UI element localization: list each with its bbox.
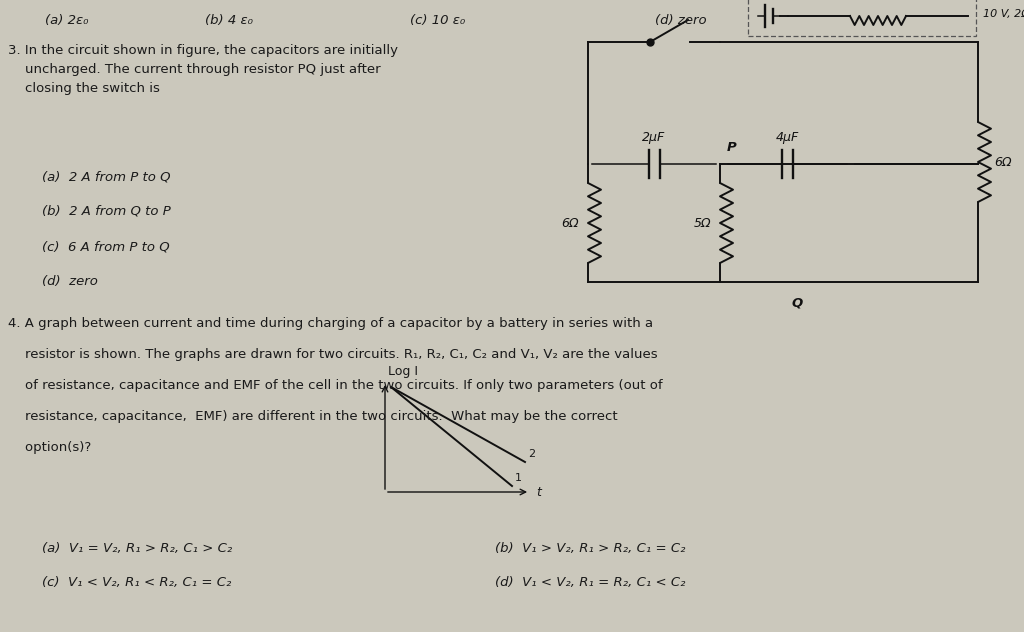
Text: P: P xyxy=(727,141,736,154)
Text: of resistance, capacitance and EMF of the cell in the two circuits. If only two : of resistance, capacitance and EMF of th… xyxy=(8,379,663,392)
Text: Log I: Log I xyxy=(388,365,418,378)
Text: resistance, capacitance,  EMF) are different in the two circuits.  What may be t: resistance, capacitance, EMF) are differ… xyxy=(8,410,617,423)
Text: (d)  V₁ < V₂, R₁ = R₂, C₁ < C₂: (d) V₁ < V₂, R₁ = R₂, C₁ < C₂ xyxy=(495,576,685,589)
Text: Q: Q xyxy=(792,296,803,309)
Text: (a)  2 A from P to Q: (a) 2 A from P to Q xyxy=(42,170,171,183)
Text: 4µF: 4µF xyxy=(776,131,799,144)
Bar xyxy=(748,0,976,36)
Text: (a)  V₁ = V₂, R₁ > R₂, C₁ > C₂: (a) V₁ = V₂, R₁ > R₂, C₁ > C₂ xyxy=(42,542,232,555)
Text: (d) zero: (d) zero xyxy=(655,14,707,27)
Text: (c) 10 ε₀: (c) 10 ε₀ xyxy=(410,14,465,27)
Text: 2µF: 2µF xyxy=(642,131,666,144)
Text: 6Ω: 6Ω xyxy=(561,217,579,229)
Text: 3. In the circuit shown in figure, the capacitors are initially
    uncharged. T: 3. In the circuit shown in figure, the c… xyxy=(8,44,398,95)
Text: 4. A graph between current and time during charging of a capacitor by a battery : 4. A graph between current and time duri… xyxy=(8,317,653,330)
Text: 5Ω: 5Ω xyxy=(693,217,711,229)
Text: (b) 4 ε₀: (b) 4 ε₀ xyxy=(205,14,253,27)
Text: 2: 2 xyxy=(528,449,536,459)
Text: (c)  6 A from P to Q: (c) 6 A from P to Q xyxy=(42,240,170,253)
Text: (b)  V₁ > V₂, R₁ > R₂, C₁ = C₂: (b) V₁ > V₂, R₁ > R₂, C₁ = C₂ xyxy=(495,542,685,555)
Text: 1: 1 xyxy=(515,473,522,483)
Text: 10 V, 2Ω: 10 V, 2Ω xyxy=(983,9,1024,19)
Text: 6Ω: 6Ω xyxy=(994,155,1012,169)
Text: (a) 2ε₀: (a) 2ε₀ xyxy=(45,14,88,27)
Text: t: t xyxy=(536,485,541,499)
Text: resistor is shown. The graphs are drawn for two circuits. R₁, R₂, C₁, C₂ and V₁,: resistor is shown. The graphs are drawn … xyxy=(8,348,657,361)
Text: (c)  V₁ < V₂, R₁ < R₂, C₁ = C₂: (c) V₁ < V₂, R₁ < R₂, C₁ = C₂ xyxy=(42,576,231,589)
Text: option(s)?: option(s)? xyxy=(8,441,91,454)
Text: (b)  2 A from Q to P: (b) 2 A from Q to P xyxy=(42,205,171,218)
Text: (d)  zero: (d) zero xyxy=(42,275,98,288)
